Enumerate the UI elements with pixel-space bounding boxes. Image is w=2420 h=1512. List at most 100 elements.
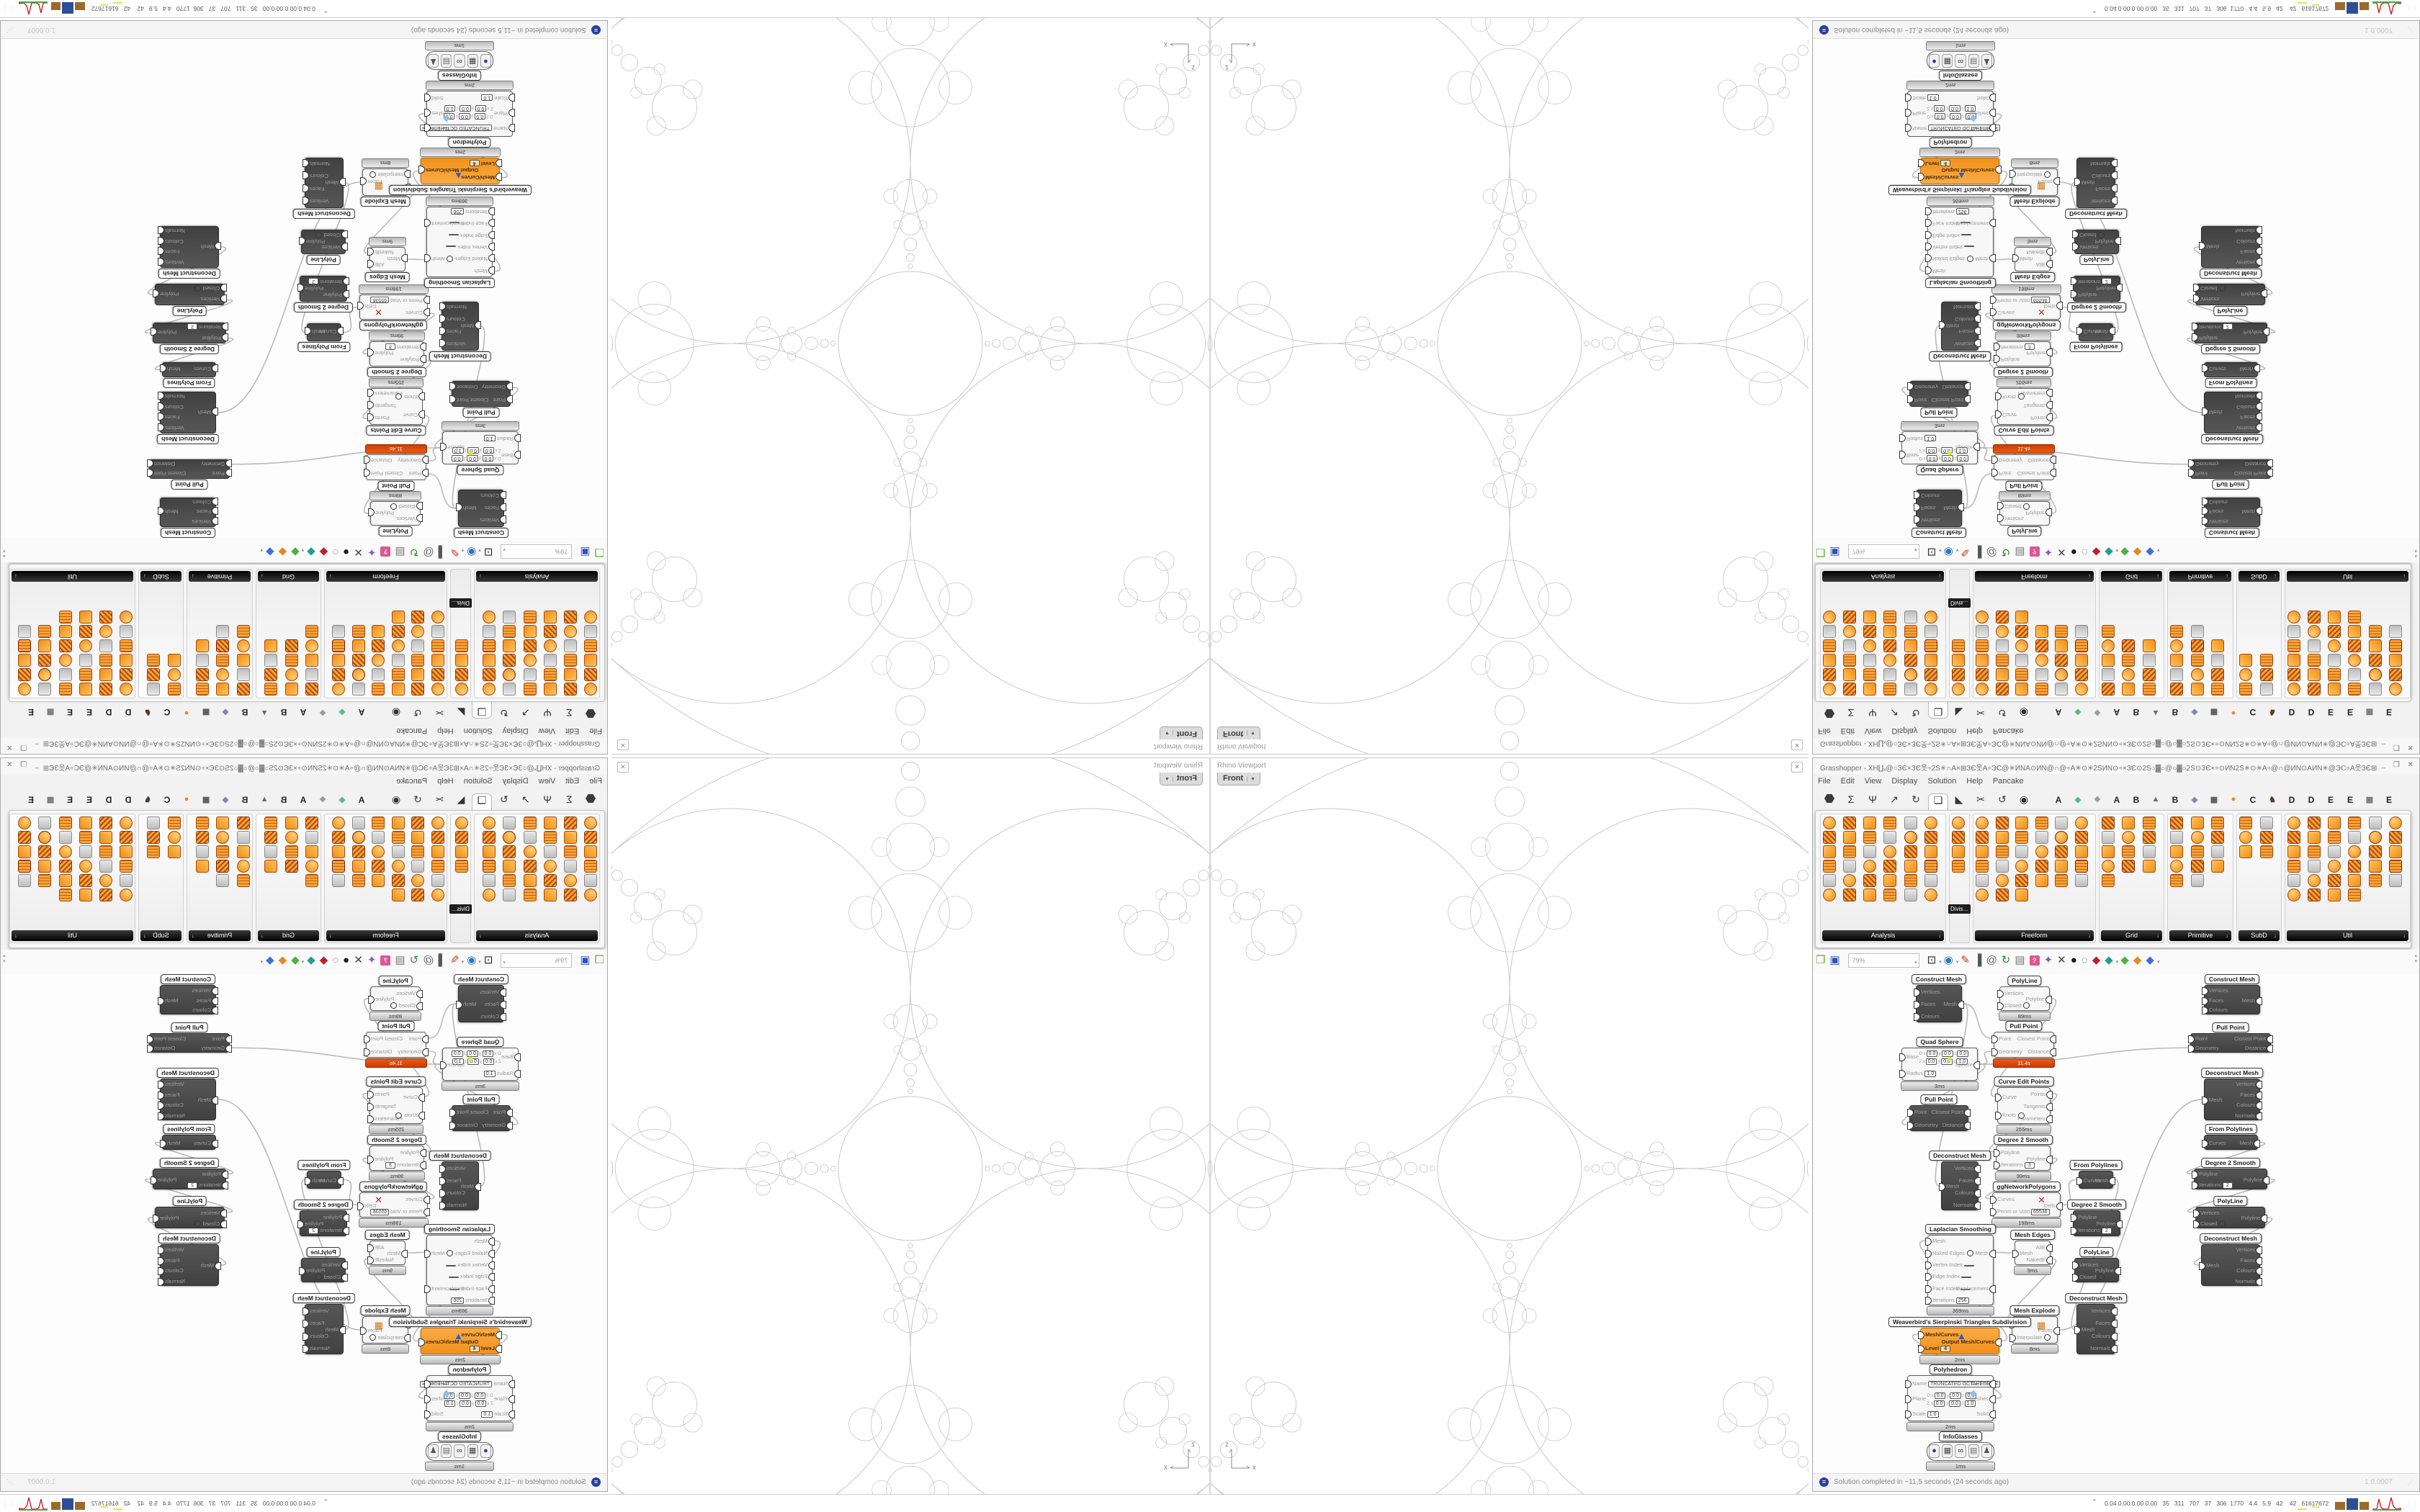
zoom-extents-icon[interactable]: ⊡ [1927, 546, 1937, 558]
component-icon[interactable] [1976, 845, 1989, 858]
widget-icon[interactable]: ▤ [1968, 1444, 1979, 1458]
output-port[interactable] [440, 443, 447, 451]
output-port[interactable] [1958, 1001, 1964, 1009]
output-port[interactable] [1989, 1380, 1996, 1388]
node-weaverbird-s-sierpinski-triangles-subdivision[interactable]: Weaverbird's Sierpinski Triangles Subdiv… [1888, 1317, 2032, 1364]
input-port[interactable] [212, 986, 218, 995]
component-icon[interactable] [2102, 816, 2115, 829]
component-icon[interactable] [1883, 625, 1897, 638]
component-icon[interactable] [147, 831, 161, 844]
component-icon[interactable] [99, 683, 112, 696]
output-port[interactable] [1958, 503, 1964, 511]
value-box[interactable]: 65536 [2031, 296, 2050, 303]
group-bar-analysis[interactable]: Analysis ↓ [1822, 930, 1944, 941]
output-port[interactable] [449, 1122, 456, 1130]
component-icon[interactable] [1883, 611, 1897, 624]
component-icon[interactable] [332, 860, 346, 873]
toggle-dot[interactable] [315, 1274, 322, 1281]
component-icon[interactable] [58, 860, 72, 873]
component-icon[interactable] [2015, 625, 2028, 638]
menu-item-display[interactable]: Display [1891, 777, 1918, 786]
value-box[interactable] [1960, 233, 1971, 235]
gem-teal-icon[interactable]: ◆ [2105, 954, 2113, 966]
component-icon[interactable] [2142, 845, 2156, 858]
component-icon[interactable] [1995, 668, 2009, 681]
component-icon[interactable] [1843, 831, 1857, 844]
component-icon[interactable] [2328, 888, 2341, 901]
input-port[interactable] [1997, 502, 2004, 510]
tab-maths-icon[interactable]: Σ [1847, 793, 1855, 805]
input-port[interactable] [1990, 1195, 1996, 1204]
taskbar-chevron-icon[interactable]: ⌃ [2092, 1498, 2097, 1506]
component-icon[interactable] [2015, 860, 2028, 873]
input-port[interactable] [1907, 1109, 1914, 1117]
tab-plugin-e-17[interactable]: E [28, 707, 35, 717]
cluster-cross-icon[interactable]: ✕ [354, 954, 363, 966]
input-port[interactable] [418, 410, 425, 419]
component-icon[interactable] [411, 874, 425, 887]
component-icon[interactable] [431, 654, 444, 667]
tab-plugin-a-0[interactable]: A [358, 795, 365, 805]
input-port[interactable] [500, 490, 506, 499]
component-icon[interactable] [411, 860, 425, 873]
output-port[interactable] [2046, 348, 2053, 357]
component-icon[interactable] [216, 625, 230, 638]
output-port[interactable] [2109, 327, 2115, 336]
toolbar-scroll-arrows[interactable]: ▴ ▾ [3, 548, 6, 559]
component-icon[interactable] [2035, 625, 2048, 638]
component-icon[interactable] [2211, 654, 2225, 667]
component-icon[interactable] [483, 668, 496, 681]
component-icon[interactable] [455, 668, 468, 681]
component-icon[interactable] [1976, 874, 1989, 887]
component-icon[interactable] [543, 874, 557, 887]
component-icon[interactable] [584, 888, 597, 901]
component-icon[interactable] [18, 625, 32, 638]
component-icon[interactable] [1843, 845, 1857, 858]
input-port[interactable] [1925, 266, 1932, 274]
toggle-dot[interactable] [2023, 1002, 2030, 1009]
group-bar-freeform[interactable]: Freeform ↓ [326, 571, 445, 582]
tab-surface-icon[interactable]: ❏ [472, 793, 492, 811]
node-mesh-explode[interactable]: Mesh ExplodeMeshInterpolateFaces▦8ms [2009, 1305, 2060, 1354]
toggle-dot[interactable] [2018, 1112, 2025, 1119]
component-icon[interactable] [58, 639, 72, 652]
component-icon[interactable] [411, 683, 425, 696]
component-icon[interactable] [2055, 831, 2068, 844]
component-icon[interactable] [483, 860, 496, 873]
input-port[interactable] [2202, 497, 2208, 505]
tab-plugin-d-13[interactable]: D [2308, 795, 2315, 805]
input-port[interactable] [424, 1195, 430, 1204]
component-icon[interactable] [1843, 654, 1857, 667]
tab-plugin-e-17[interactable]: E [2385, 707, 2392, 717]
output-port[interactable] [2111, 158, 2118, 167]
component-icon[interactable] [79, 816, 92, 829]
component-icon[interactable] [2259, 831, 2273, 844]
output-port[interactable] [299, 1267, 305, 1275]
remote-at-icon[interactable]: @ [423, 954, 434, 966]
node-pull-point[interactable]: Pull Point Point Geometry Closest Point Dist… [449, 381, 513, 418]
component-icon[interactable] [168, 845, 181, 858]
component-icon[interactable] [237, 654, 250, 667]
input-port[interactable] [2193, 294, 2200, 303]
output-port[interactable] [302, 1332, 309, 1341]
output-port[interactable] [2045, 508, 2052, 516]
component-icon[interactable] [1823, 860, 1836, 873]
node-construct-mesh[interactable]: Construct Mesh Vertices Faces Colours Mesh [453, 490, 509, 538]
input-port[interactable] [1907, 382, 1914, 390]
component-icon[interactable] [2170, 668, 2183, 681]
chevron-down-icon[interactable]: ▾ [1939, 546, 1942, 552]
component-icon[interactable] [2170, 831, 2183, 844]
component-icon[interactable] [483, 639, 496, 652]
component-icon[interactable] [584, 683, 597, 696]
tab-plugin-icon-16[interactable]: ▩ [46, 796, 55, 804]
tab-params-icon[interactable] [581, 701, 600, 719]
output-port[interactable] [456, 503, 462, 511]
component-icon[interactable] [1863, 874, 1877, 887]
input-port[interactable] [416, 989, 423, 998]
component-icon[interactable] [352, 831, 365, 844]
component-icon[interactable] [1883, 845, 1897, 858]
